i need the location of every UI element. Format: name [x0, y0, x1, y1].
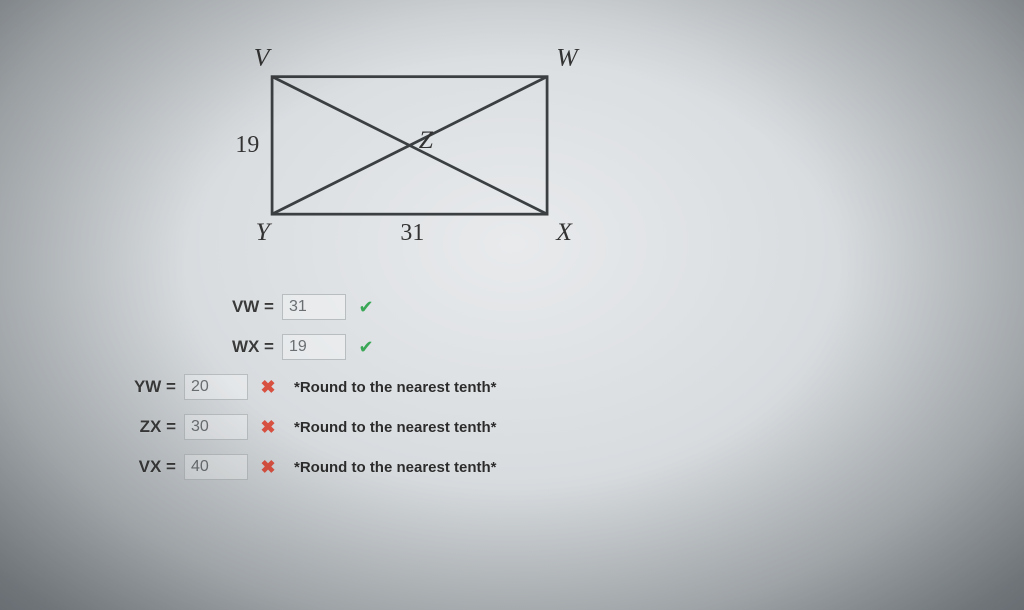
diagram-svg: Z V W Y X 19 31 — [190, 40, 620, 260]
vertex-label-x: X — [555, 217, 573, 246]
answer-input[interactable]: 40 — [184, 454, 248, 480]
check-icon: ✔ — [354, 297, 378, 318]
answer-row-1: WX = 19 ✔ — [218, 334, 900, 360]
answer-label: VW = — [218, 297, 274, 317]
vertex-label-y: Y — [256, 217, 273, 246]
side-label-bottom: 31 — [400, 220, 424, 246]
answer-input[interactable]: 30 — [184, 414, 248, 440]
x-icon: ✖ — [256, 457, 280, 478]
answer-hint: *Round to the nearest tenth* — [294, 419, 497, 436]
answer-row-3: ZX = 30 ✖ *Round to the nearest tenth* — [120, 414, 900, 440]
answer-label: WX = — [218, 337, 274, 357]
answer-input[interactable]: 19 — [282, 334, 346, 360]
answer-label: YW = — [120, 377, 176, 397]
x-icon: ✖ — [256, 417, 280, 438]
answer-row-2: YW = 20 ✖ *Round to the nearest tenth* — [120, 374, 900, 400]
side-label-left: 19 — [235, 132, 259, 158]
answer-label: ZX = — [120, 417, 176, 437]
center-label-z: Z — [419, 125, 434, 154]
answer-row-0: VW = 31 ✔ — [218, 294, 900, 320]
vertex-label-v: V — [254, 43, 273, 72]
vertex-label-w: W — [556, 43, 580, 72]
geometry-diagram: Z V W Y X 19 31 — [190, 40, 620, 260]
answer-input[interactable]: 31 — [282, 294, 346, 320]
check-icon: ✔ — [354, 337, 378, 358]
x-icon: ✖ — [256, 377, 280, 398]
answer-label: VX = — [120, 457, 176, 477]
answer-row-4: VX = 40 ✖ *Round to the nearest tenth* — [120, 454, 900, 480]
answer-input[interactable]: 20 — [184, 374, 248, 400]
answers-block: VW = 31 ✔ WX = 19 ✔ YW = 20 ✖ *Round to the neare… — [120, 280, 900, 494]
answer-hint: *Round to the nearest tenth* — [294, 379, 497, 396]
answer-hint: *Round to the nearest tenth* — [294, 459, 497, 476]
